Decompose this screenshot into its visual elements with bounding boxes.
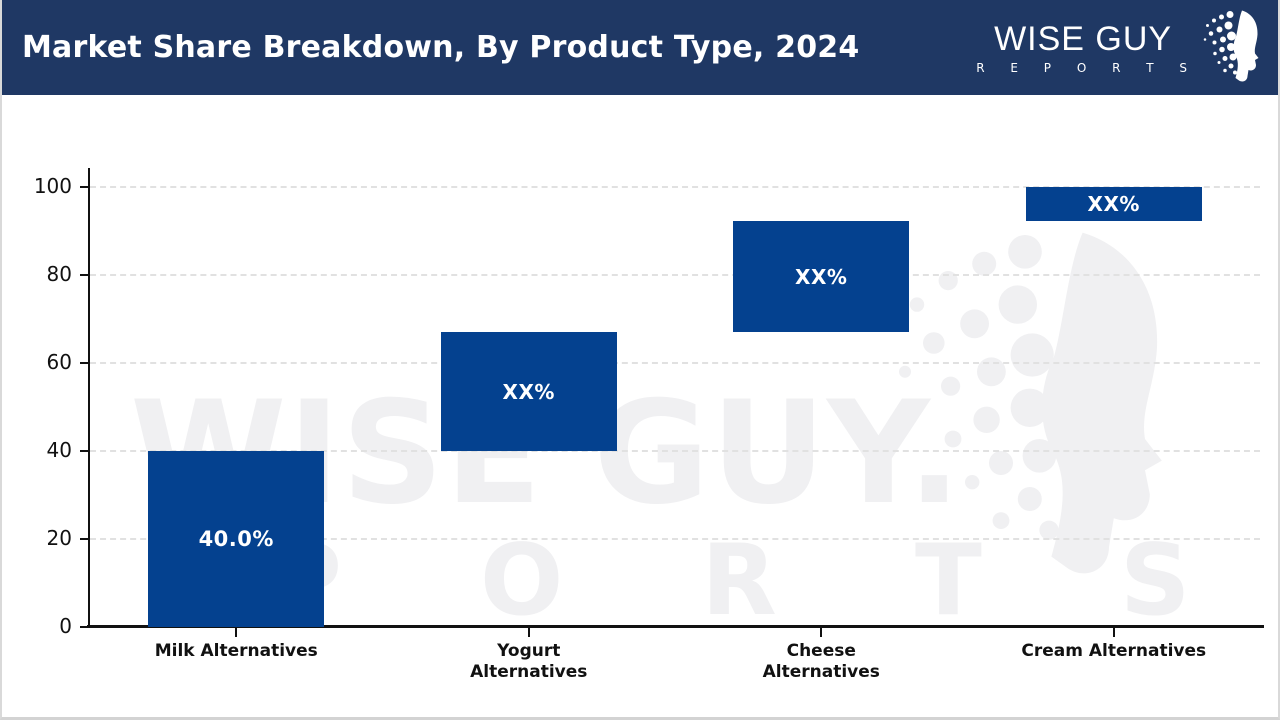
y-axis-tick xyxy=(80,274,89,276)
x-axis-label-line: Cream Alternatives xyxy=(1021,641,1207,661)
x-axis-tick xyxy=(235,628,238,637)
y-tick-label: 80 xyxy=(46,262,72,286)
x-axis-tick xyxy=(1112,628,1115,637)
y-axis-line xyxy=(88,168,90,627)
brand-logo: WISE GUY R E P O R T S xyxy=(968,7,1260,89)
dotted-face-watermark xyxy=(880,223,1170,587)
y-axis-tick xyxy=(80,538,89,540)
x-axis-label-line: Alternatives xyxy=(762,662,880,682)
y-axis-tick xyxy=(80,450,89,452)
brand-subname: R E P O R T S xyxy=(976,60,1198,75)
bar-value-label: XX% xyxy=(1087,192,1140,217)
x-axis-label: Milk Alternatives xyxy=(111,641,361,662)
gridline xyxy=(90,274,1260,276)
watermark-text-line2: P O R T S xyxy=(270,524,1243,638)
x-axis-label-line: Yogurt xyxy=(497,641,561,661)
x-axis-label-line: Cheese xyxy=(786,641,856,661)
bar-value-label: XX% xyxy=(795,264,848,289)
y-tick-label: 0 xyxy=(59,614,72,638)
gridline xyxy=(90,362,1260,364)
x-axis-label: Yogurt Alternatives xyxy=(404,641,654,683)
bar: XX% xyxy=(733,221,910,333)
chart-region: WISE GUY. P O R T S 0 20 40 60 80 100 40.0% Mil… xyxy=(2,95,1278,717)
bar: XX% xyxy=(440,332,617,451)
y-tick-label: 40 xyxy=(46,438,72,462)
y-tick-label: 20 xyxy=(46,526,72,550)
y-tick-label: 60 xyxy=(46,350,72,374)
gridline xyxy=(90,538,1260,540)
x-axis-label-line: Milk Alternatives xyxy=(154,641,318,661)
y-axis-tick xyxy=(80,186,89,188)
gridline xyxy=(90,450,1260,452)
y-axis-tick xyxy=(80,362,89,364)
bar-value-label: 40.0% xyxy=(198,527,274,551)
gridline xyxy=(90,186,1260,188)
x-axis-label: Cheese Alternatives xyxy=(696,641,946,683)
x-axis-tick xyxy=(820,628,823,637)
y-axis-tick xyxy=(80,626,89,628)
bar: 40.0% xyxy=(148,451,325,627)
header-band: Market Share Breakdown, By Product Type,… xyxy=(2,0,1278,95)
bar: XX% xyxy=(1025,187,1202,222)
bar-value-label: XX% xyxy=(502,379,555,404)
page-title: Market Share Breakdown, By Product Type,… xyxy=(22,30,860,65)
x-axis-label: Cream Alternatives xyxy=(989,641,1239,662)
dotted-face-logo-icon xyxy=(1200,7,1260,89)
x-axis-line xyxy=(87,625,1264,628)
y-tick-label: 100 xyxy=(33,174,72,198)
x-axis-tick xyxy=(527,628,530,637)
x-axis-label-line: Alternatives xyxy=(470,662,588,682)
brand-logo-text: WISE GUY R E P O R T S xyxy=(968,22,1198,74)
brand-name: WISE GUY xyxy=(994,19,1173,58)
